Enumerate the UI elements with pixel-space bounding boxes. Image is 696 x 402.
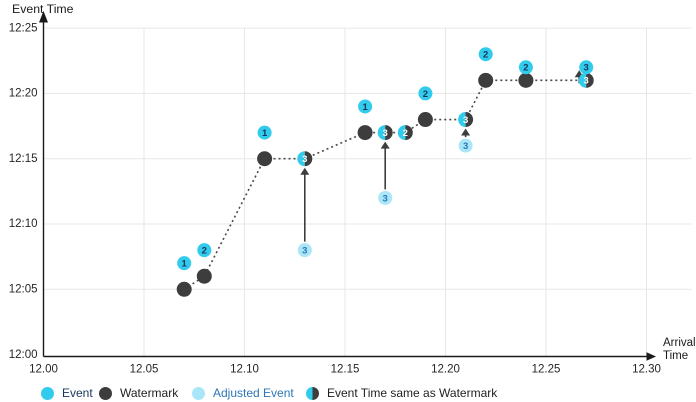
event-dot-label: 1	[262, 128, 268, 139]
adjusted-event-swatch-icon	[192, 386, 205, 400]
event-dot-label: 1	[182, 259, 188, 270]
same-as-watermark-dot-label: 3	[584, 76, 589, 87]
adjusted-event-dot	[378, 190, 393, 205]
same-as-watermark-dot	[397, 125, 406, 141]
event-dot	[478, 47, 493, 62]
event-dot-label: 1	[362, 102, 368, 113]
y-tick-label: 12:20	[9, 88, 38, 100]
y-tick-label: 12:00	[9, 349, 38, 361]
same-as-watermark-dot-label: 2	[403, 128, 408, 139]
same-as-watermark-dot	[385, 125, 393, 141]
x-axis-arrow-icon	[646, 352, 656, 361]
x-tick-label: 12.10	[230, 364, 259, 376]
event-dot	[418, 86, 433, 101]
event-dot-label: 3	[584, 63, 589, 74]
legend-label-adjusted-event: Adjusted Event	[213, 386, 294, 400]
adjustment-arrow-head-icon	[380, 141, 390, 149]
watermark-dot	[478, 72, 494, 88]
watermark-dot	[176, 281, 192, 297]
x-tick-label: 12.25	[532, 364, 561, 376]
data-series: 3 3 2 3 3 1 2 1 1 2 2 2 3 3 3 3	[176, 47, 594, 297]
y-tick-label: 12:10	[9, 218, 38, 230]
legend-item-event: Event	[41, 386, 93, 400]
adjusted-event-dot-label: 3	[302, 246, 307, 257]
watermark-dot	[196, 268, 212, 284]
event-dot	[177, 256, 192, 271]
legend-item-watermark: Watermark	[99, 386, 178, 400]
gridlines	[43, 27, 692, 357]
tick-labels: 12.00 12.05 12.10 12.15 12.20 12.25 12.30 12:00…	[9, 22, 661, 375]
x-axis-title-line1: Arrival	[663, 337, 696, 349]
x-axis-title-line2: Time	[663, 350, 688, 362]
adjusted-event-dot-label: 3	[463, 141, 468, 152]
adjusted-event-dot-label: 3	[383, 193, 388, 204]
same-as-watermark-dot-label: 3	[302, 154, 307, 165]
same-as-watermark-dot	[405, 125, 413, 141]
legend-item-adjusted-event: Adjusted Event	[192, 386, 294, 400]
same-as-watermark-dot	[465, 112, 474, 128]
watermark-dot	[257, 151, 273, 167]
x-tick-label: 12.00	[29, 364, 58, 376]
y-axis-title: Event Time	[12, 2, 74, 16]
same-as-watermark-dot	[304, 151, 313, 167]
event-dot	[579, 60, 594, 75]
adjustment-arrow-head-icon	[461, 128, 471, 136]
watermark-dot	[417, 112, 433, 128]
watermark-swatch-icon	[99, 386, 112, 400]
event-dot	[257, 125, 272, 140]
axes	[39, 11, 656, 361]
same-as-watermark-dot-label: 3	[383, 128, 388, 139]
legend-label-same-as-watermark: Event Time same as Watermark	[327, 386, 498, 400]
y-axis-arrow-icon	[39, 11, 48, 23]
event-dot-label: 2	[523, 63, 528, 74]
y-tick-label: 12:05	[9, 284, 38, 296]
adjustment-arrow-head-icon	[300, 167, 310, 175]
y-tick-label: 12:15	[9, 153, 38, 165]
adjusted-event-dot	[297, 243, 312, 258]
same-as-watermark-dot-label: 3	[463, 115, 468, 126]
same-as-watermark-dot	[458, 112, 466, 128]
legend-label-watermark: Watermark	[120, 386, 179, 400]
same-as-watermark-swatch-icon	[306, 386, 319, 400]
watermark-dot	[518, 72, 534, 88]
same-as-watermark-dot	[297, 151, 305, 167]
event-dot	[358, 99, 373, 114]
y-tick-label: 12:25	[9, 22, 38, 34]
event-dot	[197, 243, 212, 258]
watermark-dot	[357, 125, 373, 141]
x-tick-label: 12.30	[632, 364, 661, 376]
event-dot-label: 2	[202, 246, 207, 257]
legend-item-same-as-watermark: Event Time same as Watermark	[306, 386, 497, 400]
event-dot	[518, 60, 533, 75]
same-as-watermark-dot	[377, 125, 386, 141]
x-tick-label: 12.05	[130, 364, 159, 376]
same-as-watermark-dot	[586, 72, 594, 88]
event-swatch-icon	[41, 386, 54, 400]
legend-label-event: Event	[62, 386, 93, 400]
same-as-watermark-dot	[578, 72, 587, 88]
x-tick-label: 12.15	[331, 364, 360, 376]
legend: Event Watermark Adjusted Event Event Tim…	[0, 386, 696, 402]
adjusted-event-dot	[458, 138, 473, 153]
event-dot-label: 2	[483, 50, 488, 61]
event-dot-label: 2	[423, 89, 428, 100]
x-tick-label: 12.20	[431, 364, 460, 376]
